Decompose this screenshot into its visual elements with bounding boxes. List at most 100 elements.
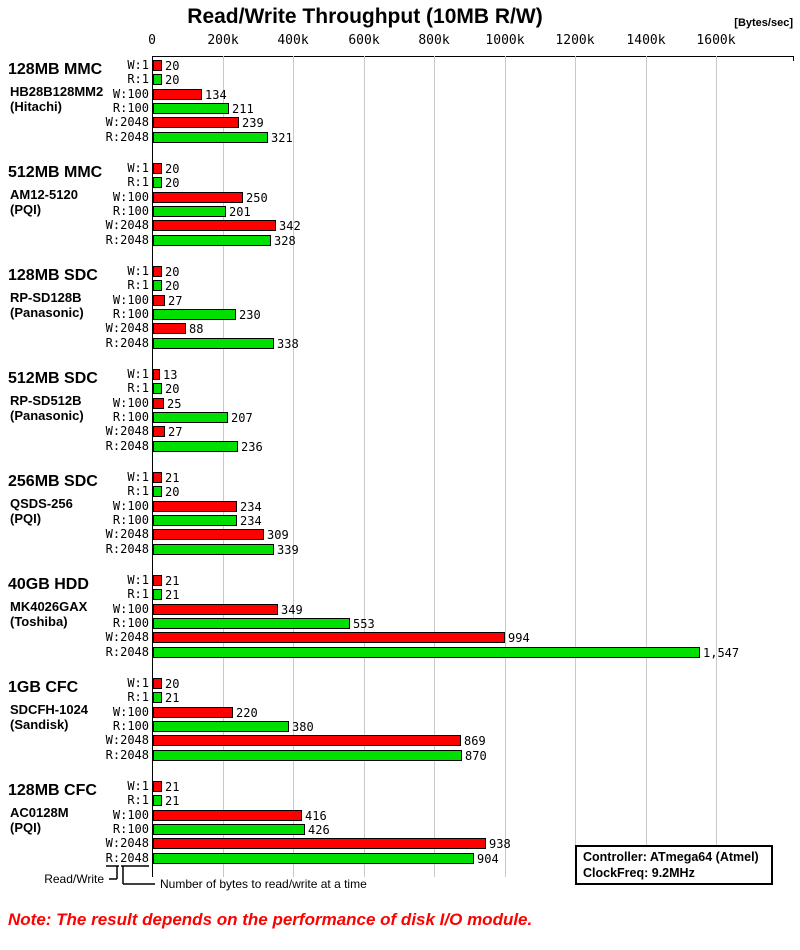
row-label: W:1	[127, 676, 149, 690]
bar-value-label: 21	[165, 691, 180, 705]
group-name: 512MB MMC	[8, 164, 103, 181]
row-label: W:2048	[105, 836, 149, 850]
row-label: W:100	[112, 293, 149, 307]
gridline	[646, 56, 647, 877]
row-label: W:1	[127, 470, 149, 484]
bar-read	[153, 338, 274, 349]
bar-value-label: 20	[165, 279, 180, 293]
row-label: W:1	[127, 779, 149, 793]
tick-label: 1000k	[485, 33, 525, 48]
group-maker: (Panasonic)	[10, 408, 84, 423]
row-label: W:100	[112, 87, 149, 101]
group-name: 40GB HDD	[8, 576, 89, 593]
bar-read	[153, 309, 236, 320]
bar-read	[153, 103, 229, 114]
row-label: W:2048	[105, 115, 149, 129]
tick-label: 1200k	[555, 33, 595, 48]
bar-read	[153, 235, 271, 246]
row-label: R:1	[127, 587, 149, 601]
row-label: R:2048	[105, 851, 149, 865]
bar-value-label: 239	[242, 116, 264, 130]
row-label: R:100	[112, 204, 149, 218]
bar-value-label: 13	[163, 368, 178, 382]
bar-read	[153, 750, 462, 761]
row-label: R:100	[112, 822, 149, 836]
bar-value-label: 870	[465, 749, 487, 763]
bar-read	[153, 618, 350, 629]
unit-label: [Bytes/sec]	[734, 17, 793, 29]
chart-title: Read/Write Throughput (10MB R/W)	[187, 5, 543, 28]
bar-value-label: 21	[165, 588, 180, 602]
bar-write	[153, 810, 302, 821]
bar-value-label: 328	[274, 234, 296, 248]
bar-write	[153, 707, 233, 718]
bar-read	[153, 824, 305, 835]
row-label: R:100	[112, 719, 149, 733]
bar-read	[153, 515, 237, 526]
row-label: W:100	[112, 602, 149, 616]
gridline	[575, 56, 576, 877]
note-text: Note: The result depends on the performa…	[8, 910, 533, 929]
tick-label: 800k	[418, 33, 450, 48]
bar-value-label: 88	[189, 322, 204, 336]
row-label: W:100	[112, 705, 149, 719]
bar-value-label: 234	[240, 500, 262, 514]
bar-value-label: 20	[165, 176, 180, 190]
row-label: W:2048	[105, 527, 149, 541]
tick-label: 400k	[277, 33, 309, 48]
bar-value-label: 20	[165, 677, 180, 691]
group-maker: (Sandisk)	[10, 717, 69, 732]
bar-value-label: 869	[464, 734, 486, 748]
row-label: R:1	[127, 484, 149, 498]
bar-write	[153, 192, 243, 203]
bar-write	[153, 266, 162, 277]
group-maker: (PQI)	[10, 820, 42, 835]
group-maker: (PQI)	[10, 511, 42, 526]
row-label: W:1	[127, 573, 149, 587]
row-label: R:2048	[105, 645, 149, 659]
row-label: W:1	[127, 161, 149, 175]
bar-write	[153, 472, 162, 483]
bar-value-label: 338	[277, 337, 299, 351]
bar-value-label: 220	[236, 706, 258, 720]
bar-read	[153, 280, 162, 291]
legend-bytes-label: Number of bytes to read/write at a time	[160, 877, 367, 891]
row-label: W:1	[127, 367, 149, 381]
row-label: R:1	[127, 381, 149, 395]
bar-value-label: 21	[165, 780, 180, 794]
bar-value-label: 20	[165, 265, 180, 279]
bar-value-label: 342	[279, 219, 301, 233]
bar-write	[153, 398, 164, 409]
bar-write	[153, 604, 278, 615]
bar-write	[153, 323, 186, 334]
gridline	[223, 56, 224, 877]
tick-label: 1400k	[626, 33, 666, 48]
bar-value-label: 309	[267, 528, 289, 542]
gridline	[434, 56, 435, 877]
row-label: W:2048	[105, 630, 149, 644]
bar-read	[153, 132, 268, 143]
bar-write	[153, 501, 237, 512]
bar-write	[153, 678, 162, 689]
group-model: AM12-5120	[10, 187, 78, 202]
bar-value-label: 20	[165, 485, 180, 499]
group-model: RP-SD512B	[10, 393, 82, 408]
gridline	[293, 56, 294, 877]
bar-value-label: 236	[241, 440, 263, 454]
bar-read	[153, 383, 162, 394]
row-label: W:100	[112, 190, 149, 204]
bar-value-label: 904	[477, 852, 499, 866]
bar-read	[153, 74, 162, 85]
legend-read-write-label: Read/Write	[44, 872, 104, 886]
bar-read	[153, 206, 226, 217]
row-label: R:100	[112, 307, 149, 321]
bar-value-label: 426	[308, 823, 330, 837]
group-name: 128MB SDC	[8, 267, 98, 284]
bar-value-label: 938	[489, 837, 511, 851]
tick-label: 600k	[348, 33, 380, 48]
bar-value-label: 1,547	[703, 646, 740, 660]
row-label: R:1	[127, 690, 149, 704]
bar-value-label: 349	[281, 603, 303, 617]
row-label: W:2048	[105, 733, 149, 747]
row-label: R:100	[112, 513, 149, 527]
